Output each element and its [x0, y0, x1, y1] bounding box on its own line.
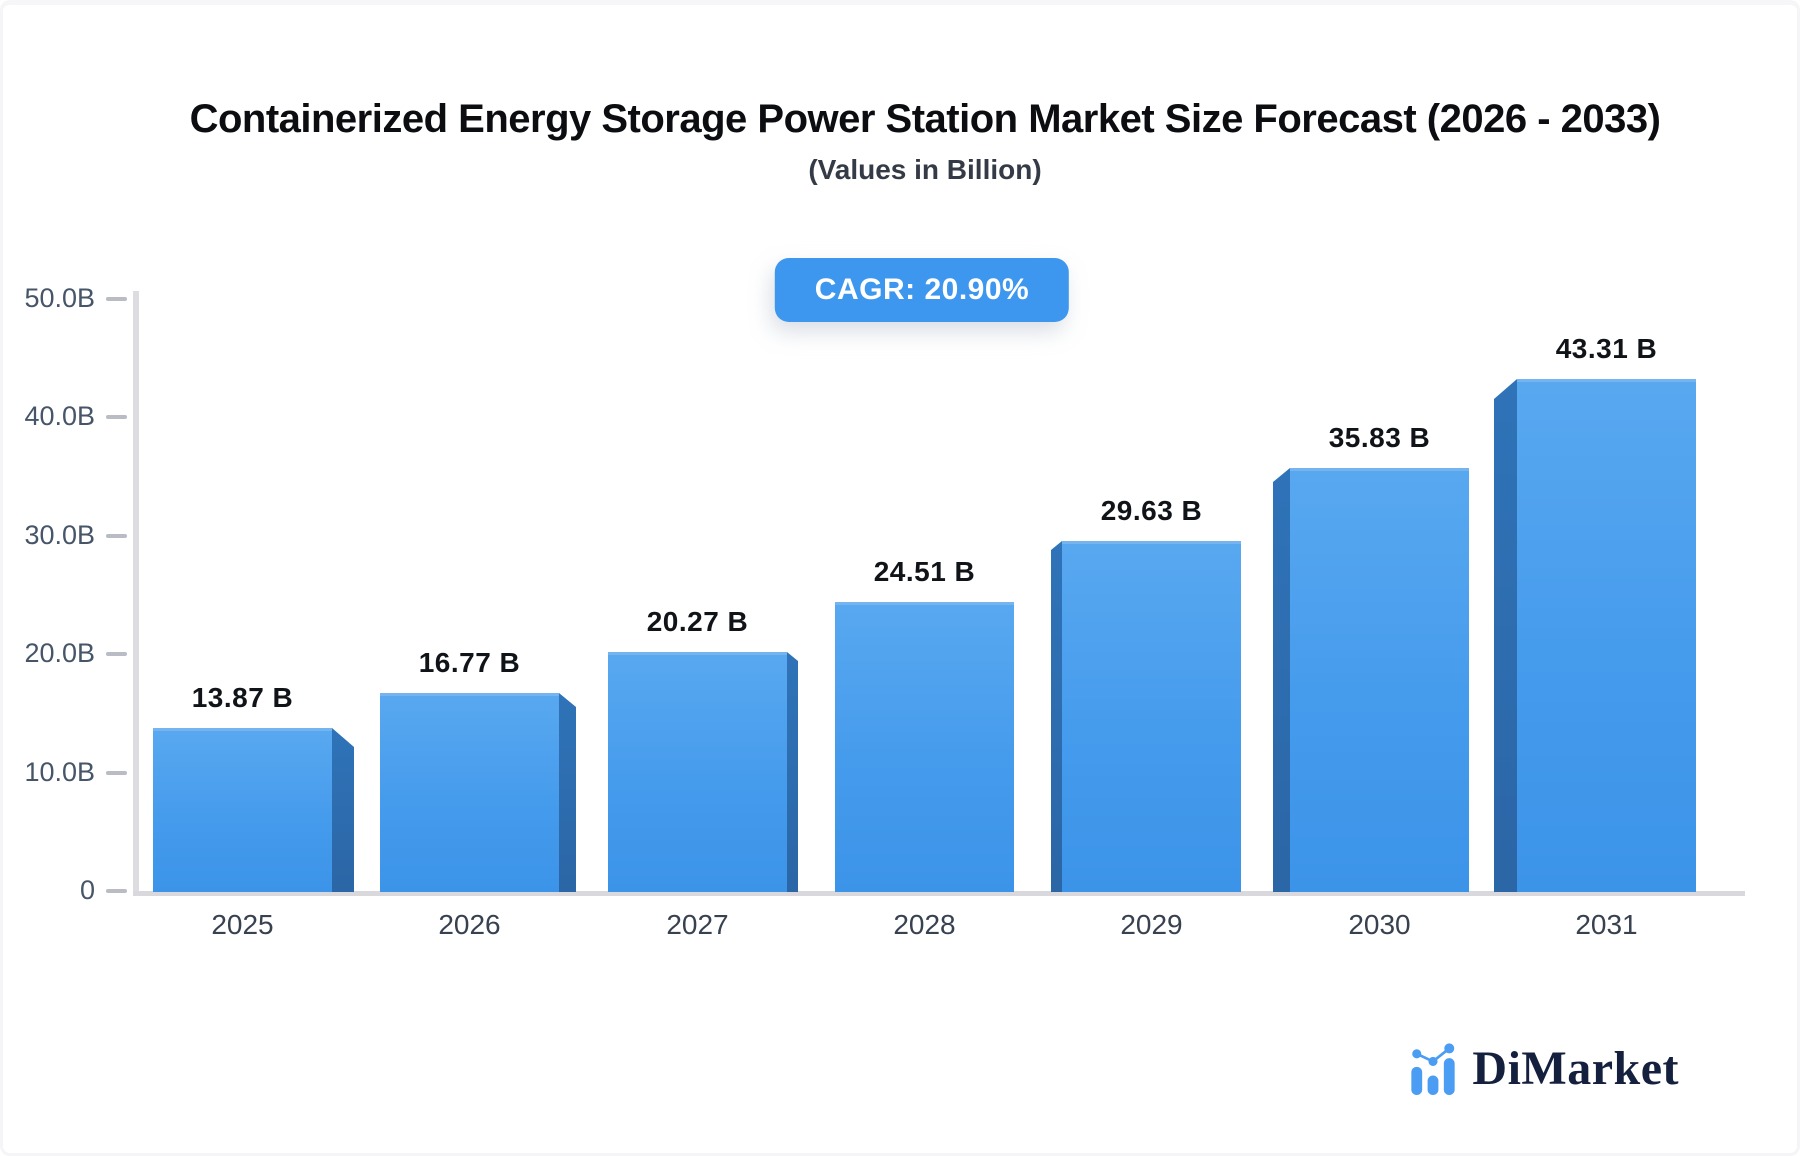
bar-value-label: 20.27 B [646, 606, 749, 637]
bar-3d-side [1273, 468, 1290, 892]
bar-3d-side [332, 728, 354, 892]
bar-3d-side [1051, 541, 1062, 892]
bar-value-label: 16.77 B [418, 647, 521, 678]
bar-year-label: 2029 [1120, 909, 1183, 940]
bar-face [153, 728, 332, 892]
bar-value-label: 29.63 B [1100, 495, 1203, 526]
bar-face [380, 693, 559, 892]
bar-face [1290, 468, 1469, 892]
y-axis-tick [106, 296, 127, 301]
y-axis-tick-label: 40.0B [24, 401, 95, 432]
y-axis-tick-label: 0 [79, 875, 95, 905]
brand-name: DiMarket [1472, 1042, 1679, 1095]
bar-year-label: 2028 [893, 909, 956, 940]
brand-logo: DiMarket [1407, 1041, 1679, 1096]
bar-face [608, 652, 787, 892]
y-axis-tick-label: 50.0B [24, 282, 95, 313]
brand-chart-icon [1411, 1042, 1456, 1095]
cagr-badge: CAGR: 20.90% [774, 258, 1070, 322]
bar-value-label: 35.83 B [1328, 422, 1431, 453]
bar-year-label: 2025 [211, 909, 274, 940]
bar-value-label: 43.31 B [1555, 333, 1658, 364]
chart-subtitle: (Values in Billion) [808, 154, 1042, 185]
bar-year-label: 2031 [1575, 909, 1638, 940]
bar-face [835, 602, 1014, 892]
chart-title: Containerized Energy Storage Power Stati… [189, 97, 1661, 141]
y-axis-tick [106, 415, 127, 420]
page-header: Containerized Energy Storage Power Stati… [25, 5, 1800, 186]
y-axis-tick-label: 10.0B [24, 756, 95, 787]
y-axis-tick [106, 770, 127, 775]
bar-value-label: 24.51 B [873, 556, 976, 587]
bar-year-label: 2027 [666, 909, 729, 940]
y-axis-tick-label: 20.0B [24, 638, 95, 669]
x-axis-line [133, 891, 1745, 896]
bar-face [1517, 379, 1696, 892]
y-axis-tick [106, 889, 127, 893]
plot-area: 0 10.0B 20.0B 30.0B 40.0B 50.0B 13.87 B 2025 16.… [3, 5, 1797, 1153]
bar-value-label: 13.87 B [191, 682, 294, 713]
y-axis-tick-label: 30.0B [24, 519, 95, 550]
y-axis-line [133, 291, 139, 896]
bar-year-label: 2030 [1348, 909, 1411, 940]
bar-3d-side [787, 652, 798, 892]
bar-3d-side [1494, 379, 1517, 892]
y-axis-tick [106, 652, 127, 657]
bar-year-label: 2026 [438, 909, 501, 940]
y-axis-tick [106, 533, 127, 538]
bar-3d-side [559, 693, 576, 892]
bar-face [1062, 541, 1241, 892]
